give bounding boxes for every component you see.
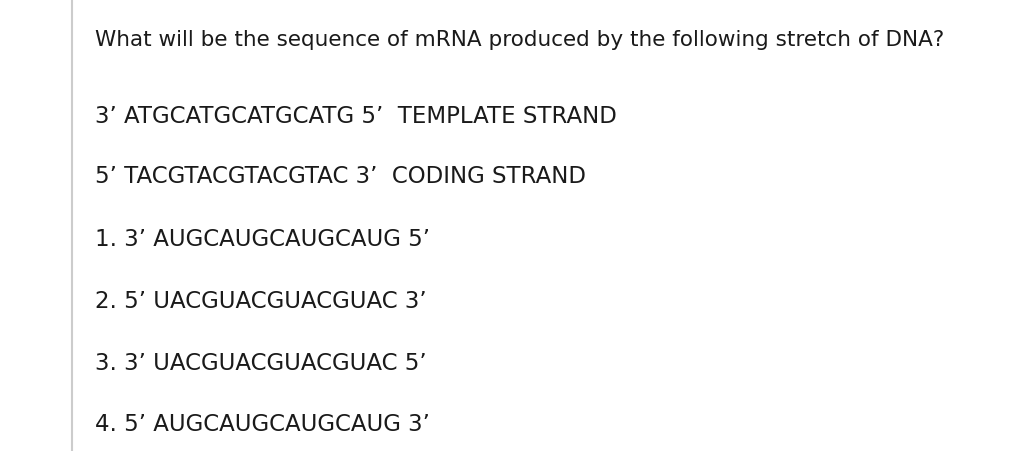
Text: 4. 5’ AUGCAUGCAUGCAUG 3’: 4. 5’ AUGCAUGCAUGCAUG 3’ bbox=[95, 413, 430, 436]
Text: 2. 5’ UACGUACGUACGUAC 3’: 2. 5’ UACGUACGUACGUAC 3’ bbox=[95, 290, 427, 313]
Text: 5’ TACGTACGTACGTAC 3’  CODING STRAND: 5’ TACGTACGTACGTAC 3’ CODING STRAND bbox=[95, 165, 586, 188]
Text: What will be the sequence of mRNA produced by the following stretch of DNA?: What will be the sequence of mRNA produc… bbox=[95, 30, 944, 50]
Text: 3. 3’ UACGUACGUACGUAC 5’: 3. 3’ UACGUACGUACGUAC 5’ bbox=[95, 352, 427, 375]
Text: 1. 3’ AUGCAUGCAUGCAUG 5’: 1. 3’ AUGCAUGCAUGCAUG 5’ bbox=[95, 228, 430, 251]
Text: 3’ ATGCATGCATGCATG 5’  TEMPLATE STRAND: 3’ ATGCATGCATGCATG 5’ TEMPLATE STRAND bbox=[95, 105, 616, 128]
